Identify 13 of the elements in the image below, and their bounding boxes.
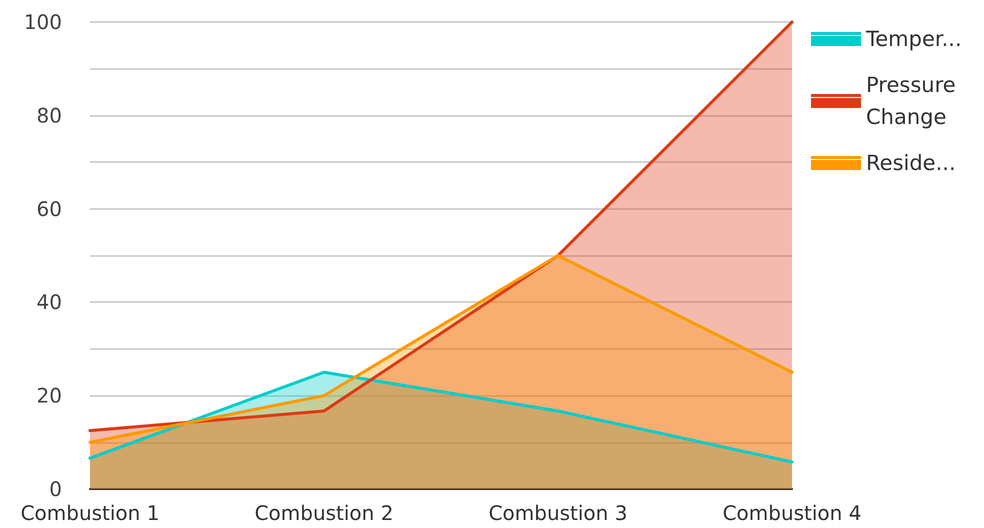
- y-tick-label: 20: [36, 384, 62, 408]
- x-tick-label: Combustion 4: [722, 501, 862, 525]
- y-tick-label: 40: [36, 290, 62, 314]
- legend-label: Temper...: [865, 27, 962, 51]
- legend-label: Reside...: [866, 151, 956, 175]
- legend-label: Pressure Change: [866, 73, 962, 129]
- y-tick-label: 80: [36, 103, 62, 128]
- y-tick-label: 100: [24, 10, 62, 34]
- x-tick-label: Combustion 1: [20, 501, 160, 525]
- x-tick-label: Combustion 3: [488, 501, 628, 525]
- y-tick-label: 60: [36, 196, 62, 221]
- y-tick-label: 0: [49, 477, 62, 501]
- x-tick-label: Combustion 2: [254, 501, 394, 525]
